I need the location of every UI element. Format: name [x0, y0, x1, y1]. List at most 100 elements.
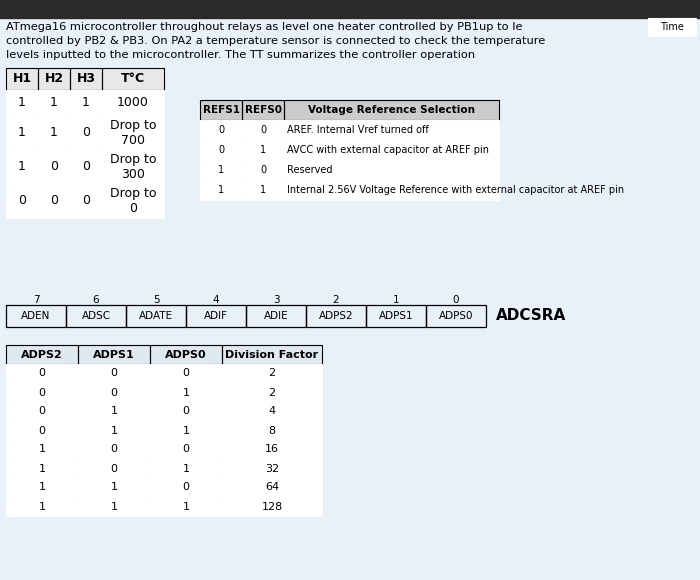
Bar — [222, 421, 322, 440]
Bar — [6, 402, 78, 421]
Bar — [6, 68, 164, 90]
Bar — [222, 364, 322, 383]
Bar — [222, 497, 322, 516]
Text: ADIF: ADIF — [204, 311, 228, 321]
Text: 0: 0 — [111, 387, 118, 397]
Text: 1: 1 — [111, 483, 118, 492]
Text: 1: 1 — [183, 502, 190, 512]
Bar — [242, 160, 284, 180]
Text: H3: H3 — [76, 72, 95, 85]
Bar — [200, 120, 242, 140]
Text: levels inputted to the microcontroller. The TT summarizes the controller operati: levels inputted to the microcontroller. … — [6, 50, 475, 60]
Bar — [242, 120, 284, 140]
Text: 4: 4 — [268, 407, 276, 416]
Bar — [284, 100, 499, 120]
Text: 1000: 1000 — [117, 96, 149, 110]
Text: Drop to
300: Drop to 300 — [110, 153, 156, 181]
Text: ADCSRA: ADCSRA — [496, 309, 566, 324]
Bar — [66, 305, 126, 327]
Text: 0: 0 — [111, 444, 118, 455]
Text: 128: 128 — [261, 502, 283, 512]
Text: Division Factor: Division Factor — [225, 350, 318, 360]
Text: 1: 1 — [393, 295, 399, 305]
Bar — [6, 90, 38, 116]
Text: 0: 0 — [453, 295, 459, 305]
Bar — [70, 184, 102, 218]
Bar — [284, 180, 499, 200]
Bar — [78, 459, 150, 478]
Bar — [6, 345, 78, 364]
Text: 2: 2 — [268, 387, 276, 397]
Bar — [6, 421, 78, 440]
Text: 0: 0 — [111, 368, 118, 379]
Text: 6: 6 — [92, 295, 99, 305]
Text: REFS1: REFS1 — [202, 105, 239, 115]
Bar — [102, 184, 164, 218]
Bar — [200, 140, 242, 160]
Bar — [246, 305, 306, 327]
Text: 1: 1 — [260, 185, 266, 195]
Text: 0: 0 — [218, 125, 224, 135]
Bar — [150, 478, 222, 497]
Bar — [242, 140, 284, 160]
Bar — [6, 440, 78, 459]
Text: 0: 0 — [260, 125, 266, 135]
Text: 1: 1 — [38, 502, 46, 512]
Text: 1: 1 — [183, 387, 190, 397]
Text: 1: 1 — [18, 126, 26, 140]
Text: ADSC: ADSC — [81, 311, 111, 321]
Bar — [200, 160, 242, 180]
Bar — [78, 345, 150, 364]
Text: Reserved: Reserved — [287, 165, 332, 175]
Text: Drop to
700: Drop to 700 — [110, 119, 156, 147]
Text: 7: 7 — [33, 295, 39, 305]
Text: 1: 1 — [18, 161, 26, 173]
Bar — [150, 459, 222, 478]
Bar — [6, 68, 38, 90]
Text: 0: 0 — [183, 444, 190, 455]
Bar — [186, 305, 246, 327]
Bar — [150, 402, 222, 421]
Text: H2: H2 — [44, 72, 64, 85]
Text: 4: 4 — [213, 295, 219, 305]
Bar — [102, 116, 164, 150]
Bar — [426, 305, 486, 327]
Text: 64: 64 — [265, 483, 279, 492]
Bar — [222, 459, 322, 478]
Bar — [6, 150, 38, 184]
Text: 1: 1 — [82, 96, 90, 110]
Text: 1: 1 — [38, 463, 46, 473]
Text: 0: 0 — [183, 483, 190, 492]
Text: Voltage Reference Selection: Voltage Reference Selection — [308, 105, 475, 115]
Text: controlled by PB2 & PB3. On PA2 a temperature sensor is connected to check the t: controlled by PB2 & PB3. On PA2 a temper… — [6, 36, 545, 46]
Bar — [284, 160, 499, 180]
Bar — [78, 497, 150, 516]
Text: 1: 1 — [218, 165, 224, 175]
Text: ADEN: ADEN — [21, 311, 50, 321]
Text: 2: 2 — [332, 295, 340, 305]
Bar — [70, 150, 102, 184]
Bar — [222, 402, 322, 421]
Bar — [284, 140, 499, 160]
Text: ADPS0: ADPS0 — [165, 350, 206, 360]
Bar — [70, 116, 102, 150]
Text: 0: 0 — [82, 194, 90, 208]
Bar — [6, 459, 78, 478]
Text: ADPS1: ADPS1 — [379, 311, 413, 321]
Text: 0: 0 — [38, 426, 46, 436]
Text: 0: 0 — [183, 407, 190, 416]
Bar — [6, 184, 38, 218]
Bar — [70, 90, 102, 116]
Text: 16: 16 — [265, 444, 279, 455]
Bar — [78, 421, 150, 440]
Text: ADPS0: ADPS0 — [439, 311, 473, 321]
Text: 1: 1 — [260, 145, 266, 155]
Bar — [78, 478, 150, 497]
Text: Drop to
0: Drop to 0 — [110, 187, 156, 215]
Bar — [38, 150, 70, 184]
Bar — [366, 305, 426, 327]
Text: 0: 0 — [260, 165, 266, 175]
Bar — [284, 120, 499, 140]
Text: 1: 1 — [111, 502, 118, 512]
Text: 0: 0 — [82, 161, 90, 173]
